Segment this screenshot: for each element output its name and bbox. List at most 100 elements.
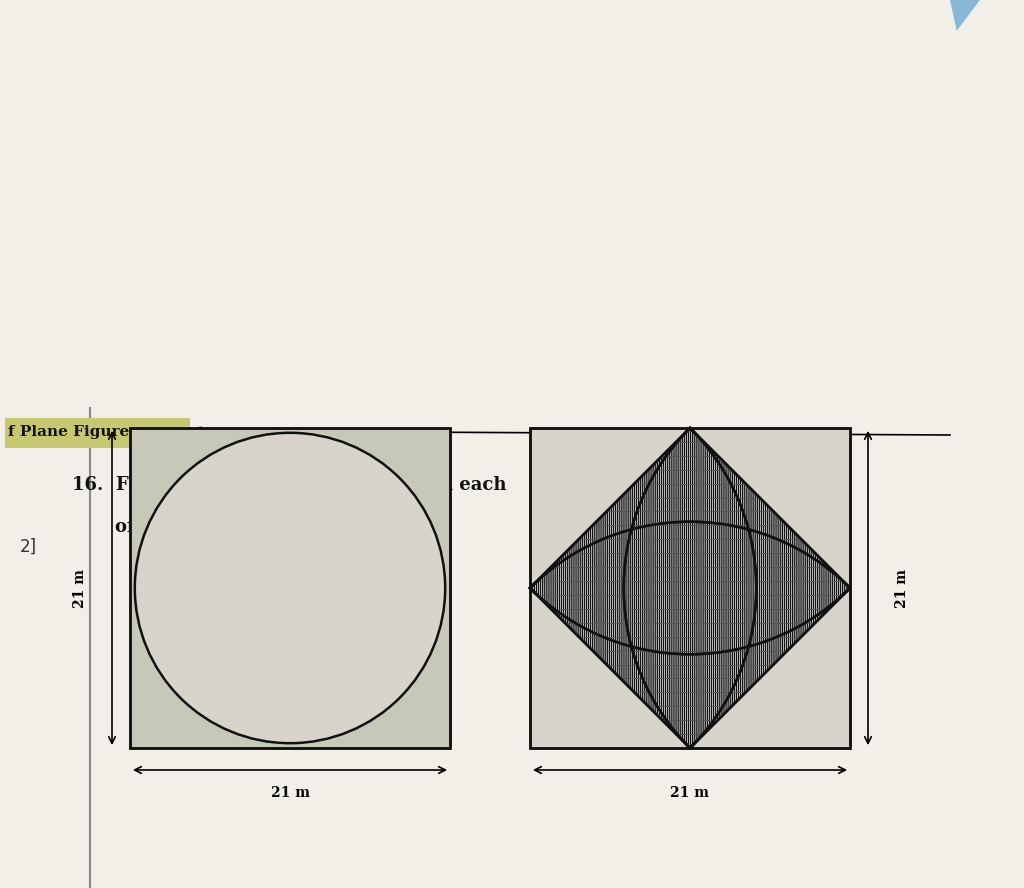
Bar bbox=[722, 258, 738, 288]
Bar bbox=[482, 348, 498, 378]
Bar bbox=[690, 108, 706, 138]
Bar bbox=[530, 318, 546, 348]
Polygon shape bbox=[650, 0, 1010, 508]
Bar bbox=[578, 408, 594, 438]
Text: 21 m: 21 m bbox=[270, 786, 309, 800]
Bar bbox=[674, 78, 690, 108]
Bar bbox=[514, 288, 530, 318]
Bar bbox=[690, 378, 706, 408]
Bar bbox=[722, 348, 738, 378]
Bar bbox=[514, 198, 530, 228]
Bar bbox=[690, 348, 706, 378]
Bar bbox=[594, 318, 610, 348]
Bar bbox=[658, 288, 674, 318]
Bar bbox=[594, 378, 610, 408]
Bar bbox=[722, 228, 738, 258]
Bar bbox=[498, 18, 514, 48]
Bar bbox=[450, 108, 466, 138]
Bar bbox=[722, 78, 738, 108]
Polygon shape bbox=[1002, 0, 1024, 508]
Bar bbox=[658, 318, 674, 348]
Bar bbox=[546, 258, 562, 288]
Bar bbox=[674, 288, 690, 318]
Bar bbox=[498, 198, 514, 228]
Bar bbox=[754, 258, 770, 288]
Bar bbox=[562, 228, 578, 258]
Bar bbox=[674, 198, 690, 228]
Bar bbox=[594, 18, 610, 48]
Bar bbox=[450, 408, 466, 438]
Bar bbox=[690, 288, 706, 318]
Bar bbox=[450, 318, 466, 348]
Bar bbox=[690, 318, 706, 348]
Bar bbox=[690, 168, 706, 198]
Bar bbox=[690, 138, 706, 168]
Bar bbox=[642, 228, 658, 258]
Bar bbox=[674, 258, 690, 288]
Bar bbox=[450, 288, 466, 318]
Bar bbox=[530, 408, 546, 438]
Bar bbox=[610, 438, 626, 468]
Bar bbox=[466, 228, 482, 258]
Bar bbox=[754, 318, 770, 348]
Bar bbox=[754, 18, 770, 48]
Bar bbox=[562, 348, 578, 378]
Bar bbox=[530, 438, 546, 468]
Bar bbox=[642, 108, 658, 138]
Bar bbox=[754, 138, 770, 168]
Bar bbox=[578, 258, 594, 288]
Bar bbox=[658, 378, 674, 408]
Bar bbox=[482, 138, 498, 168]
Bar bbox=[514, 318, 530, 348]
Bar bbox=[594, 78, 610, 108]
Bar bbox=[658, 408, 674, 438]
Bar bbox=[674, 438, 690, 468]
Bar bbox=[530, 78, 546, 108]
Bar bbox=[626, 408, 642, 438]
Bar bbox=[722, 378, 738, 408]
Bar bbox=[658, 18, 674, 48]
Bar bbox=[514, 18, 530, 48]
Bar bbox=[562, 78, 578, 108]
Bar bbox=[642, 18, 658, 48]
Bar bbox=[482, 378, 498, 408]
Bar bbox=[482, 228, 498, 258]
Bar bbox=[722, 288, 738, 318]
Bar bbox=[642, 168, 658, 198]
Bar bbox=[706, 318, 722, 348]
Bar bbox=[530, 18, 546, 48]
Bar bbox=[450, 18, 466, 48]
Bar bbox=[578, 228, 594, 258]
Bar bbox=[498, 348, 514, 378]
Bar bbox=[658, 198, 674, 228]
Bar bbox=[738, 18, 754, 48]
Bar bbox=[690, 228, 706, 258]
Bar bbox=[546, 108, 562, 138]
Bar bbox=[450, 138, 466, 168]
Bar bbox=[578, 168, 594, 198]
Bar bbox=[674, 48, 690, 78]
Bar bbox=[498, 318, 514, 348]
Polygon shape bbox=[804, 0, 1024, 508]
Bar bbox=[738, 378, 754, 408]
Bar bbox=[642, 408, 658, 438]
Bar bbox=[754, 438, 770, 468]
Bar bbox=[738, 168, 754, 198]
Bar bbox=[546, 198, 562, 228]
Bar bbox=[594, 288, 610, 318]
Bar bbox=[594, 408, 610, 438]
Bar bbox=[610, 18, 626, 48]
Bar bbox=[754, 348, 770, 378]
Bar bbox=[690, 258, 706, 288]
Text: f Plane Figures: f Plane Figures bbox=[8, 425, 138, 439]
Bar bbox=[562, 318, 578, 348]
Bar bbox=[450, 438, 466, 468]
Bar bbox=[482, 258, 498, 288]
Bar bbox=[578, 318, 594, 348]
Bar bbox=[690, 408, 706, 438]
Bar bbox=[706, 78, 722, 108]
Bar bbox=[482, 438, 498, 468]
Bar bbox=[754, 168, 770, 198]
Bar bbox=[706, 378, 722, 408]
Bar bbox=[498, 108, 514, 138]
